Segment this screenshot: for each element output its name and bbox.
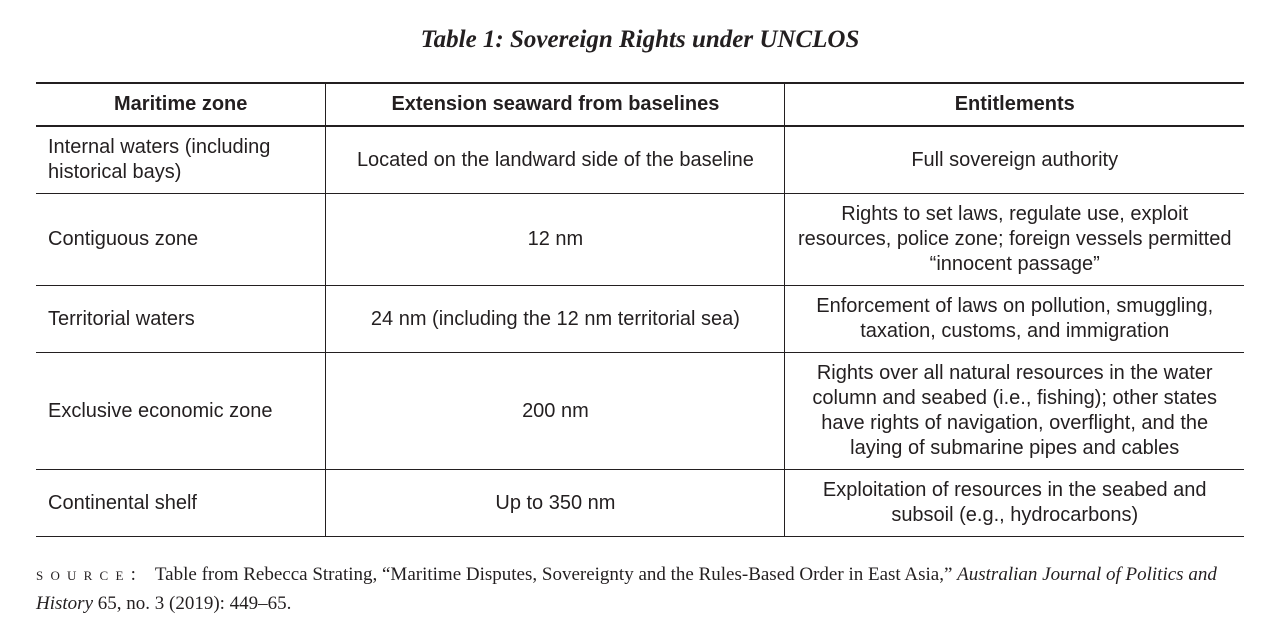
source-citation: Source: Table from Rebecca Strating, “Ma… xyxy=(36,561,1244,618)
table-row: Exclusive economic zone 200 nm Rights ov… xyxy=(36,353,1244,470)
source-label: Source xyxy=(36,564,131,585)
table-row: Internal waters (including historical ba… xyxy=(36,126,1244,194)
cell-zone: Exclusive economic zone xyxy=(36,353,326,470)
cell-extension: 200 nm xyxy=(326,353,785,470)
cell-extension: 24 nm (including the 12 nm territorial s… xyxy=(326,286,785,353)
source-post: 65, no. 3 (2019): 449–65. xyxy=(93,593,291,614)
unclos-table: Maritime zone Extension seaward from bas… xyxy=(36,82,1244,537)
cell-extension: Up to 350 nm xyxy=(326,470,785,537)
cell-extension: Located on the landward side of the base… xyxy=(326,126,785,194)
cell-zone: Contiguous zone xyxy=(36,194,326,286)
table-row: Territorial waters 24 nm (including the … xyxy=(36,286,1244,353)
col-header-entitlements: Entitlements xyxy=(785,83,1244,126)
cell-entitlements: Full sovereign authority xyxy=(785,126,1244,194)
table-row: Contiguous zone 12 nm Rights to set laws… xyxy=(36,194,1244,286)
cell-entitlements: Rights over all natural resources in the… xyxy=(785,353,1244,470)
cell-entitlements: Rights to set laws, regulate use, exploi… xyxy=(785,194,1244,286)
col-header-zone: Maritime zone xyxy=(36,83,326,126)
cell-zone: Territorial waters xyxy=(36,286,326,353)
cell-entitlements: Exploitation of resources in the seabed … xyxy=(785,470,1244,537)
cell-extension: 12 nm xyxy=(326,194,785,286)
cell-entitlements: Enforcement of laws on pollution, smuggl… xyxy=(785,286,1244,353)
cell-zone: Internal waters (including historical ba… xyxy=(36,126,326,194)
table-title: Table 1: Sovereign Rights under UNCLOS xyxy=(36,26,1244,54)
cell-zone: Continental shelf xyxy=(36,470,326,537)
col-header-extension: Extension seaward from baselines xyxy=(326,83,785,126)
source-pre: Table from Rebecca Strating, “Maritime D… xyxy=(155,564,957,585)
table-row: Continental shelf Up to 350 nm Exploitat… xyxy=(36,470,1244,537)
source-sep: : xyxy=(131,564,155,585)
table-header-row: Maritime zone Extension seaward from bas… xyxy=(36,83,1244,126)
